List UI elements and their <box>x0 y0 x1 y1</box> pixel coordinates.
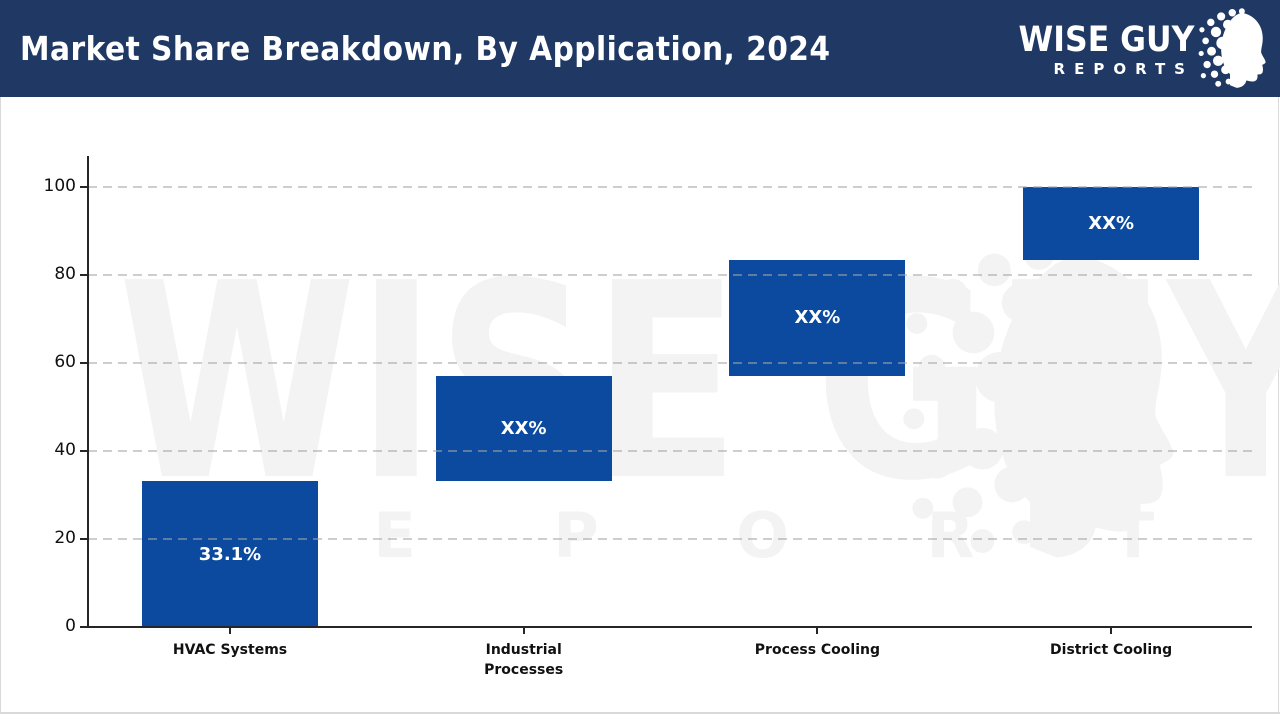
x-category-label-line: HVAC Systems <box>172 642 288 658</box>
x-category-label-line: District Cooling <box>1050 642 1173 658</box>
y-tick-label: 100 <box>43 176 76 196</box>
y-tick-label: 60 <box>54 352 76 372</box>
bar-value-label: XX% <box>500 418 547 440</box>
x-tick-mark <box>1110 628 1113 634</box>
brand-logo: WISE GUY REPORTS <box>1018 5 1270 93</box>
gridline <box>88 362 1252 364</box>
page-title: Market Share Breakdown, By Application, … <box>20 29 831 68</box>
card-edge-bottom <box>0 712 1280 714</box>
y-tick-mark <box>80 626 88 628</box>
x-tick-mark <box>816 628 819 634</box>
bar-segment: 33.1% <box>142 481 318 627</box>
x-axis-line <box>87 626 1252 628</box>
y-tick-mark <box>80 538 88 540</box>
card-edge-left <box>0 97 1 713</box>
header-band: Market Share Breakdown, By Application, … <box>0 0 1280 97</box>
x-category-label: District Cooling <box>1021 640 1201 660</box>
card-edge-right <box>1278 97 1279 713</box>
x-tick-mark <box>522 628 525 634</box>
gridline <box>88 450 1252 452</box>
gridline <box>88 538 1252 540</box>
brand-name: WISE GUY <box>1018 20 1194 60</box>
x-category-label: Industrial Processes <box>434 640 614 681</box>
brand-face-icon <box>1198 8 1266 88</box>
brand-logo-words: WISE GUY REPORTS <box>999 22 1194 78</box>
y-tick-mark <box>80 362 88 364</box>
brand-subname: REPORTS <box>1053 59 1194 78</box>
y-tick-mark <box>80 450 88 452</box>
bar-value-label: 33.1% <box>198 543 262 565</box>
x-category-label-line: Industrial <box>485 642 562 658</box>
x-category-label: Process Cooling <box>727 640 907 660</box>
y-tick-label: 40 <box>54 440 76 460</box>
x-category-label-line: Processes <box>484 662 564 679</box>
y-tick-mark <box>80 186 88 188</box>
y-axis-line <box>87 156 89 628</box>
y-tick-label: 0 <box>65 616 76 636</box>
gridline <box>88 274 1252 276</box>
x-category-label: HVAC Systems <box>140 640 320 660</box>
bar-segment: XX% <box>435 376 612 482</box>
bar-segment: XX% <box>729 259 906 377</box>
x-category-label-line: Process Cooling <box>754 642 880 658</box>
bar-segment: XX% <box>1023 187 1200 260</box>
bar-value-label: XX% <box>794 307 841 329</box>
y-tick-label: 20 <box>54 528 76 548</box>
x-tick-mark <box>229 628 231 634</box>
bar-value-label: XX% <box>1088 212 1134 234</box>
y-tick-label: 80 <box>54 264 76 284</box>
gridline <box>88 186 1252 188</box>
y-tick-mark <box>80 274 88 276</box>
